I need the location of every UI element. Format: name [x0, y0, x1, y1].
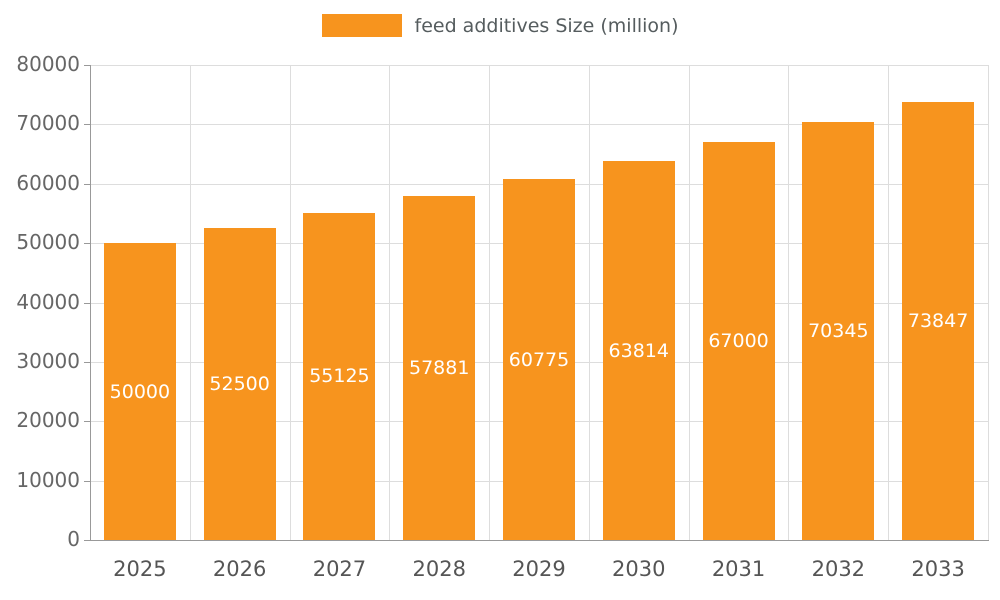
y-axis-label: 0 — [67, 527, 80, 551]
bar-value-label: 55125 — [309, 365, 370, 388]
bar: 73847 — [902, 101, 975, 540]
y-axis-line — [90, 65, 91, 540]
bar: 57881 — [403, 196, 476, 540]
y-axis-tick — [84, 243, 90, 245]
y-axis-tick — [84, 183, 90, 185]
y-axis-label: 30000 — [16, 348, 80, 373]
y-axis-tick — [84, 480, 90, 482]
x-axis-label: 2030 — [612, 557, 666, 581]
legend-swatch — [321, 14, 402, 37]
bar: 50000 — [103, 243, 176, 540]
bar-value-label: 60775 — [508, 348, 570, 371]
bar: 55125 — [303, 212, 376, 540]
bar-value-label: 67000 — [708, 330, 769, 353]
x-axis-label: 2027 — [312, 557, 367, 581]
bar: 60775 — [503, 179, 575, 540]
bar-value-label: 57881 — [408, 357, 470, 380]
x-axis-label: 2029 — [512, 557, 566, 581]
bar-value-label: 73847 — [907, 309, 969, 332]
x-gridline — [189, 65, 191, 540]
bar-value-label: 50000 — [109, 380, 171, 403]
x-axis-label: 2028 — [412, 557, 466, 581]
y-axis-label: 70000 — [16, 111, 80, 136]
bar: 70345 — [802, 122, 875, 540]
x-gridline — [788, 65, 790, 540]
bar: 52500 — [203, 228, 276, 540]
y-axis-tick — [84, 361, 90, 363]
x-gridline — [888, 65, 890, 540]
x-gridline — [289, 65, 291, 540]
x-gridline — [389, 65, 391, 540]
y-axis-label: 10000 — [16, 467, 80, 492]
y-axis-label: 40000 — [16, 289, 80, 314]
bar-value-label: 70345 — [808, 320, 869, 343]
x-axis-label: 2031 — [711, 557, 766, 581]
x-gridline — [489, 65, 491, 540]
y-gridline — [90, 65, 988, 66]
bar: 63814 — [602, 161, 675, 540]
x-axis-label: 2032 — [811, 557, 866, 581]
legend-label: feed additives Size (million) — [414, 14, 679, 37]
bar-value-label: 52500 — [209, 373, 270, 396]
x-gridline — [588, 65, 590, 540]
x-gridline — [988, 65, 989, 540]
x-axis-label: 2026 — [212, 557, 267, 581]
y-axis-label: 20000 — [16, 408, 80, 433]
y-axis-tick — [84, 302, 90, 304]
x-axis-label: 2025 — [113, 557, 167, 581]
y-gridline — [90, 124, 988, 126]
y-axis-tick — [84, 540, 90, 541]
x-gridline — [688, 65, 690, 540]
x-axis-line — [90, 540, 989, 541]
y-axis-label: 80000 — [16, 52, 80, 76]
y-axis-label: 60000 — [16, 170, 80, 195]
chart-legend: feed additives Size (million) — [0, 14, 1000, 37]
bar-value-label: 63814 — [608, 339, 669, 362]
x-axis-label: 2033 — [911, 557, 965, 581]
y-axis-label: 50000 — [16, 230, 80, 255]
bar: 67000 — [702, 142, 775, 540]
y-axis-tick — [84, 421, 90, 423]
y-axis-tick — [84, 124, 90, 126]
y-axis-tick — [84, 65, 90, 66]
